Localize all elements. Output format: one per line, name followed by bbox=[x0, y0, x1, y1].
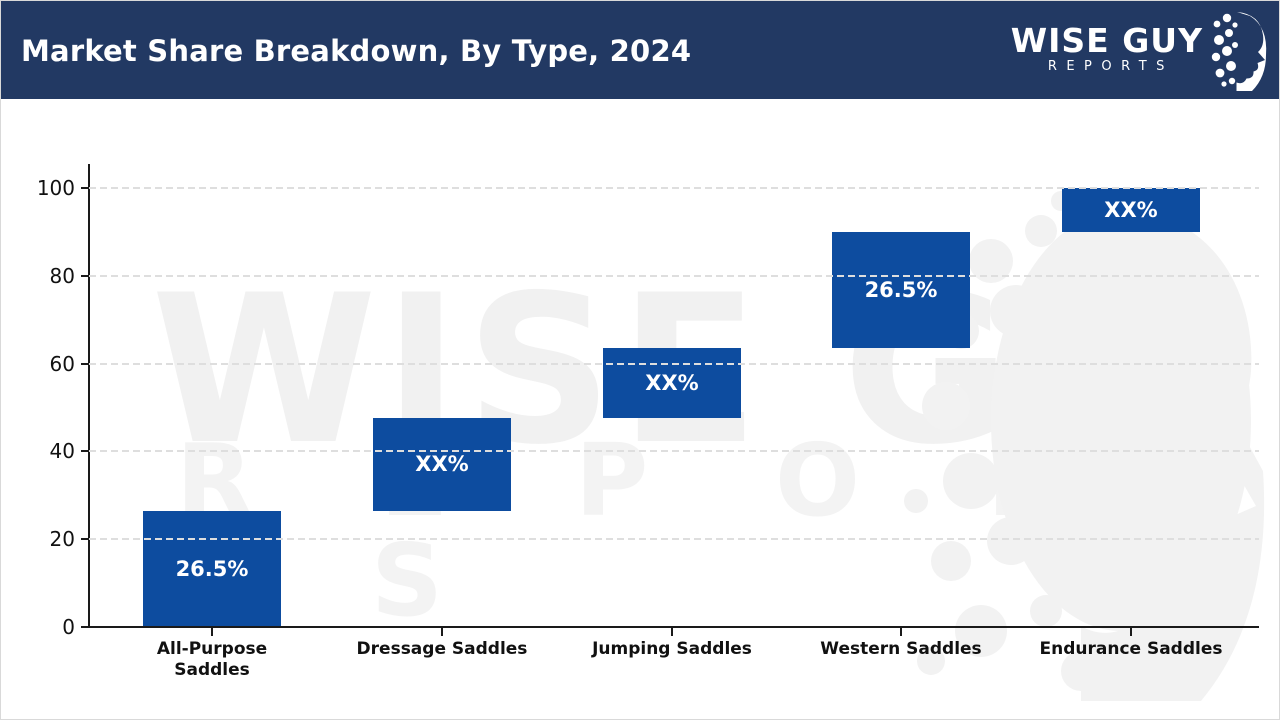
logo-face-icon bbox=[1211, 12, 1267, 91]
page-title: Market Share Breakdown, By Type, 2024 bbox=[21, 34, 692, 68]
bar-value-label-2: XX% bbox=[415, 452, 469, 477]
bar-segment-3 bbox=[603, 348, 741, 419]
x-axis-tick-5 bbox=[1130, 628, 1132, 636]
y-axis-tick-20 bbox=[81, 538, 89, 541]
y-tick-label-20: 20 bbox=[49, 527, 75, 552]
logo-reports-label: REPORTS bbox=[1047, 59, 1174, 75]
header-band: Market Share Breakdown, By Type, 2024 WI… bbox=[1, 1, 1279, 99]
watermark-face-dots bbox=[904, 191, 1265, 701]
bar-segment-1 bbox=[143, 510, 281, 627]
grid-line-80 bbox=[89, 274, 1259, 277]
y-axis-tick-80 bbox=[81, 274, 89, 277]
y-tick-label-100: 100 bbox=[36, 176, 75, 200]
x-category-label-2: Dressage Saddles bbox=[356, 639, 528, 659]
bar-value-label-3: XX% bbox=[645, 371, 699, 396]
x-axis-tick-1 bbox=[211, 628, 213, 636]
logo-wiseguy-label: WISE GUY bbox=[1010, 20, 1203, 60]
x-category-label-5: Endurance Saddles bbox=[1039, 639, 1223, 659]
x-axis-tick-2 bbox=[441, 628, 443, 636]
y-axis-tick-40 bbox=[81, 450, 89, 453]
logo-text: WISE GUY REPORTS bbox=[1010, 20, 1203, 75]
y-axis-tick-60 bbox=[81, 362, 89, 365]
x-category-label-4: Western Saddles bbox=[820, 639, 982, 659]
y-tick-label-60: 60 bbox=[49, 351, 75, 376]
bar-value-label-4: 26.5% bbox=[864, 278, 938, 303]
y-axis-tick-0 bbox=[81, 626, 89, 628]
y-axis-line bbox=[88, 164, 90, 628]
y-tick-label-40: 40 bbox=[49, 439, 75, 464]
x-category-label-3: Jumping Saddles bbox=[592, 639, 752, 659]
y-axis-tick-100 bbox=[81, 187, 89, 189]
x-axis-tick-3 bbox=[671, 628, 673, 636]
bar-value-label-5: XX% bbox=[1104, 197, 1158, 222]
bar-segment-2 bbox=[373, 418, 511, 511]
x-category-label-1: All-Purpose Saddles bbox=[156, 639, 268, 681]
grid-line-100 bbox=[89, 187, 1259, 189]
grid-line-60 bbox=[89, 362, 1259, 365]
y-tick-label-0: 0 bbox=[62, 615, 75, 639]
y-tick-label-80: 80 bbox=[49, 263, 75, 288]
grid-line-20 bbox=[89, 538, 1259, 541]
x-axis-tick-4 bbox=[900, 628, 902, 636]
bar-segment-5 bbox=[1062, 188, 1200, 232]
bar-segment-4 bbox=[832, 231, 970, 349]
bar-value-label-1: 26.5% bbox=[175, 556, 249, 581]
x-axis-line bbox=[88, 626, 1259, 628]
grid-line-40 bbox=[89, 450, 1259, 453]
wise-guy-reports-logo: WISE GUY REPORTS bbox=[1011, 7, 1269, 91]
